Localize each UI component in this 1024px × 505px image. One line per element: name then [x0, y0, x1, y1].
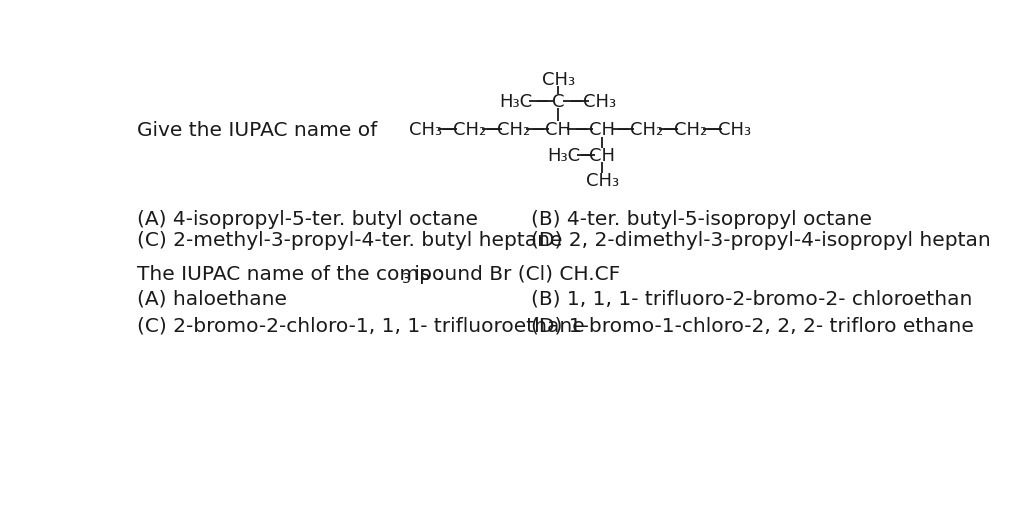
Text: CH₃: CH₃ [718, 121, 752, 139]
Text: (D) 2, 2-dimethyl-3-propyl-4-isopropyl heptan: (D) 2, 2-dimethyl-3-propyl-4-isopropyl h… [531, 231, 991, 250]
Text: (B) 4-ter. butyl-5-isopropyl octane: (B) 4-ter. butyl-5-isopropyl octane [531, 210, 872, 228]
Text: CH₂: CH₂ [498, 121, 530, 139]
Text: H₃C: H₃C [547, 147, 581, 165]
Text: CH: CH [589, 147, 615, 165]
Text: C: C [552, 93, 564, 111]
Text: −: − [706, 121, 720, 139]
Text: −: − [662, 121, 676, 139]
Text: CH: CH [589, 121, 615, 139]
Text: −: − [484, 121, 500, 139]
Text: CH₂: CH₂ [674, 121, 708, 139]
Text: (A) haloethane: (A) haloethane [137, 289, 288, 309]
Text: (D) 1-bromo-1-chloro-2, 2, 2- trifloro ethane: (D) 1-bromo-1-chloro-2, 2, 2- trifloro e… [531, 316, 974, 334]
Text: 3: 3 [401, 271, 411, 285]
Text: −: − [440, 121, 456, 139]
Text: Give the IUPAC name of: Give the IUPAC name of [137, 120, 378, 139]
Text: CH: CH [545, 121, 571, 139]
Text: −: − [534, 93, 549, 111]
Text: CH₃: CH₃ [542, 71, 574, 89]
Text: CH₃: CH₃ [409, 121, 442, 139]
Text: The IUPAC name of the compound Br (Cl) CH.CF: The IUPAC name of the compound Br (Cl) C… [137, 265, 621, 284]
Text: (C) 2-methyl-3-propyl-4-ter. butyl heptane: (C) 2-methyl-3-propyl-4-ter. butyl hepta… [137, 231, 563, 250]
Text: is :: is : [408, 265, 443, 284]
Text: (A) 4-isopropyl-5-ter. butyl octane: (A) 4-isopropyl-5-ter. butyl octane [137, 210, 478, 228]
Text: (C) 2-bromo-2-chloro-1, 1, 1- trifluoroethane: (C) 2-bromo-2-chloro-1, 1, 1- trifluoroe… [137, 316, 585, 334]
Text: −: − [615, 121, 631, 139]
Text: CH₃: CH₃ [584, 93, 616, 111]
Text: CH₂: CH₂ [454, 121, 486, 139]
Text: −: − [568, 93, 584, 111]
Text: CH₃: CH₃ [586, 172, 618, 189]
Text: −: − [572, 121, 588, 139]
Text: −: − [530, 121, 545, 139]
Text: −: − [579, 147, 593, 165]
Text: CH₂: CH₂ [630, 121, 664, 139]
Text: H₃C: H₃C [500, 93, 532, 111]
Text: (B) 1, 1, 1- trifluoro-2-bromo-2- chloroethan: (B) 1, 1, 1- trifluoro-2-bromo-2- chloro… [531, 289, 973, 309]
